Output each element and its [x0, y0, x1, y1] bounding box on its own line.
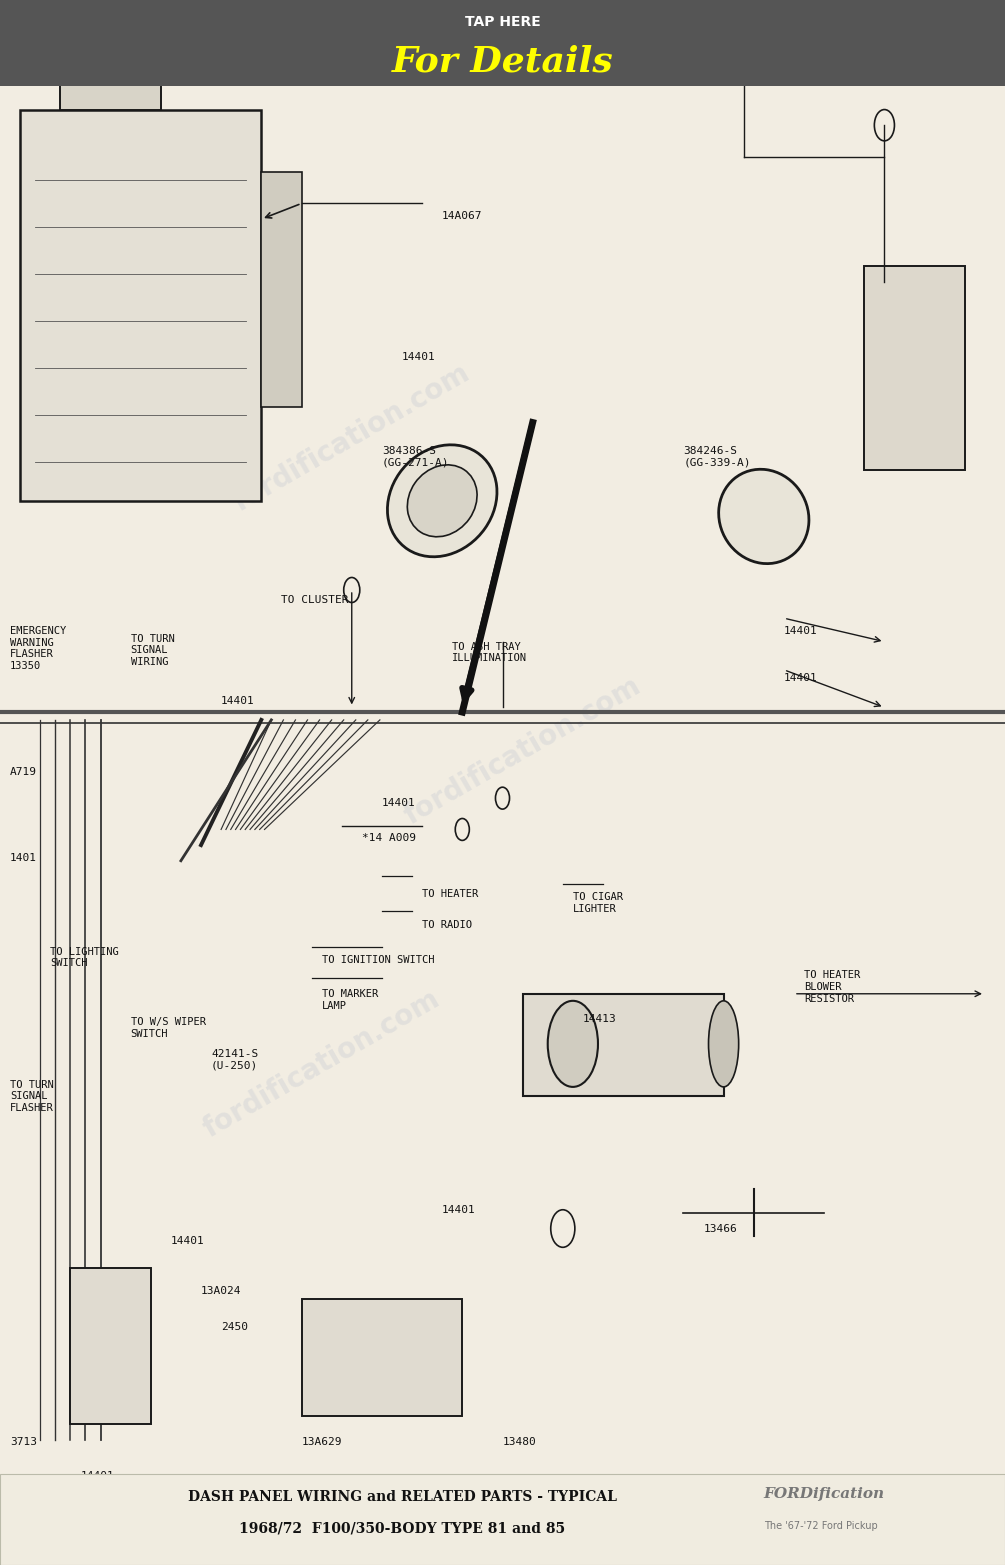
Text: TO RADIO: TO RADIO [422, 920, 472, 930]
FancyBboxPatch shape [0, 0, 1005, 86]
Text: fordification.com: fordification.com [228, 358, 475, 518]
Text: 42141-S
(U-250): 42141-S (U-250) [211, 1049, 258, 1070]
Text: 14401: 14401 [442, 1205, 476, 1214]
Text: fordification.com: fordification.com [399, 671, 646, 831]
Text: 14401: 14401 [784, 673, 818, 682]
Text: TO HEATER
BLOWER
RESISTOR: TO HEATER BLOWER RESISTOR [804, 970, 860, 1003]
Text: 13A024: 13A024 [201, 1286, 241, 1296]
Text: 14401: 14401 [80, 1471, 115, 1480]
Text: TO W/S WIPER
SWITCH: TO W/S WIPER SWITCH [131, 1017, 206, 1039]
Bar [302, 1299, 462, 1416]
Text: 14401: 14401 [382, 798, 416, 808]
Text: DASH PANEL WIRING and RELATED PARTS - TYPICAL: DASH PANEL WIRING and RELATED PARTS - TY… [188, 1490, 616, 1504]
Bar [20, 110, 261, 501]
Text: TO TURN
SIGNAL
FLASHER: TO TURN SIGNAL FLASHER [10, 1080, 54, 1113]
Text: TO CLUSTER: TO CLUSTER [281, 595, 349, 604]
Text: EMERGENCY
WARNING
FLASHER
13350: EMERGENCY WARNING FLASHER 13350 [10, 626, 66, 671]
Text: TO LIGHTING
SWITCH: TO LIGHTING SWITCH [50, 947, 119, 969]
Ellipse shape [387, 444, 497, 557]
Text: 14413: 14413 [583, 1014, 617, 1024]
Text: TO CIGAR
LIGHTER: TO CIGAR LIGHTER [573, 892, 623, 914]
Text: 13466: 13466 [704, 1224, 738, 1233]
Text: 14401: 14401 [402, 352, 436, 362]
Ellipse shape [407, 465, 477, 537]
Bar [70, 1268, 151, 1424]
Text: TAP HERE: TAP HERE [464, 16, 541, 30]
Text: TO MARKER
LAMP: TO MARKER LAMP [322, 989, 378, 1011]
Text: TO ASH TRAY
ILLUMINATION: TO ASH TRAY ILLUMINATION [452, 642, 528, 664]
Bar [864, 266, 965, 470]
Text: 52554-S (U-230): 52554-S (U-230) [563, 34, 664, 44]
Text: 13A629: 13A629 [302, 1437, 342, 1446]
Text: The '67-'72 Ford Pickup: The '67-'72 Ford Pickup [764, 1521, 877, 1531]
Text: 1401: 1401 [10, 853, 37, 862]
Text: TO HEATER: TO HEATER [422, 889, 478, 898]
Bar [60, 39, 161, 110]
Text: fordification.com: fordification.com [198, 984, 445, 1144]
Text: 3713: 3713 [10, 1437, 37, 1446]
Text: 2450: 2450 [221, 1322, 248, 1332]
Text: *14 A009: *14 A009 [362, 833, 416, 842]
Text: 14401: 14401 [784, 626, 818, 635]
Text: 1968/72  F100/350-BODY TYPE 81 and 85: 1968/72 F100/350-BODY TYPE 81 and 85 [239, 1521, 565, 1535]
FancyBboxPatch shape [0, 1474, 1005, 1565]
Text: 384246-S
(GG-339-A): 384246-S (GG-339-A) [683, 446, 751, 468]
Ellipse shape [709, 1002, 739, 1088]
Text: 13480: 13480 [502, 1437, 537, 1446]
FancyBboxPatch shape [0, 86, 1005, 1565]
Text: 14401: 14401 [171, 1236, 205, 1246]
Text: 14401: 14401 [221, 696, 255, 706]
Ellipse shape [719, 470, 809, 563]
Text: TO IGNITION SWITCH: TO IGNITION SWITCH [322, 955, 434, 964]
Bar [523, 994, 724, 1096]
Text: TO TURN
SIGNAL
WIRING: TO TURN SIGNAL WIRING [131, 634, 175, 667]
Text: A719: A719 [10, 767, 37, 776]
Text: For Details: For Details [392, 45, 613, 78]
Bar [261, 172, 302, 407]
Ellipse shape [548, 1002, 598, 1088]
Text: FORDification: FORDification [764, 1487, 885, 1501]
Text: 14A067: 14A067 [442, 211, 482, 221]
Text: 384386-S
(GG-271-A): 384386-S (GG-271-A) [382, 446, 449, 468]
